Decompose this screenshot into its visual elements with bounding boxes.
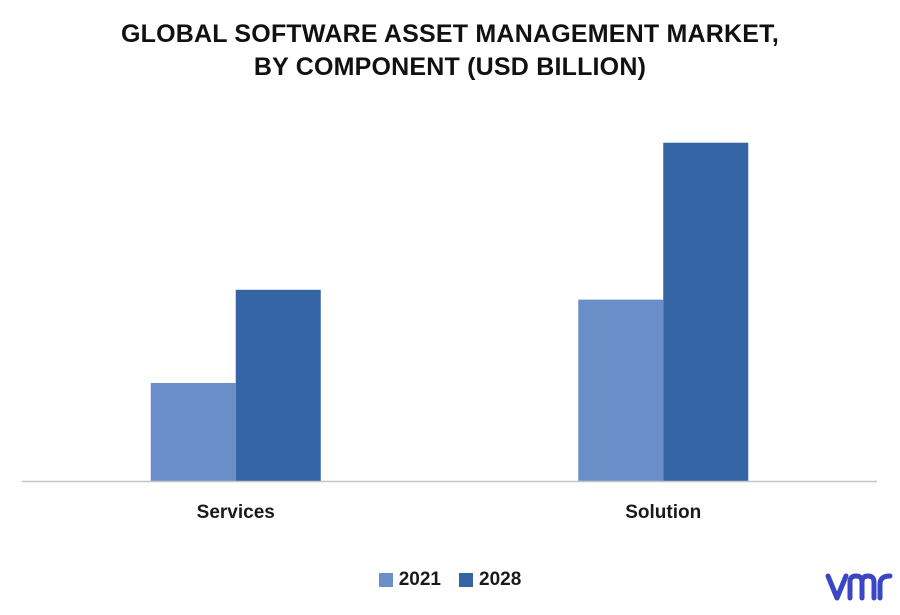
bar-services-2028 xyxy=(235,289,321,481)
legend-swatch-2028 xyxy=(459,573,473,587)
bar-solution-2028 xyxy=(663,142,749,482)
x-tick-label-services: Services xyxy=(197,502,275,523)
chart-legend: 2021 2028 xyxy=(0,569,900,591)
legend-item-2028: 2028 xyxy=(459,569,521,591)
legend-swatch-2021 xyxy=(378,573,393,587)
legend-item-2021: 2021 xyxy=(378,569,441,591)
chart-title-line-1: GLOBAL SOFTWARE ASSET MANAGEMENT MARKET, xyxy=(121,20,779,48)
chart-title-line-2: BY COMPONENT (USD BILLION) xyxy=(253,53,647,81)
x-tick-label-solution: Solution xyxy=(625,502,701,523)
bar-services-2021 xyxy=(150,382,236,481)
legend-label-2028: 2028 xyxy=(479,569,522,590)
vmr-logo xyxy=(825,573,893,601)
logo-letter-m xyxy=(847,573,877,601)
logo-letter-r xyxy=(877,573,893,601)
logo-letter-v xyxy=(825,573,849,601)
bar-solution-2021 xyxy=(578,299,664,481)
chart-title: GLOBAL SOFTWARE ASSET MANAGEMENT MARKET,… xyxy=(0,18,900,84)
legend-label-2021: 2021 xyxy=(398,569,441,590)
